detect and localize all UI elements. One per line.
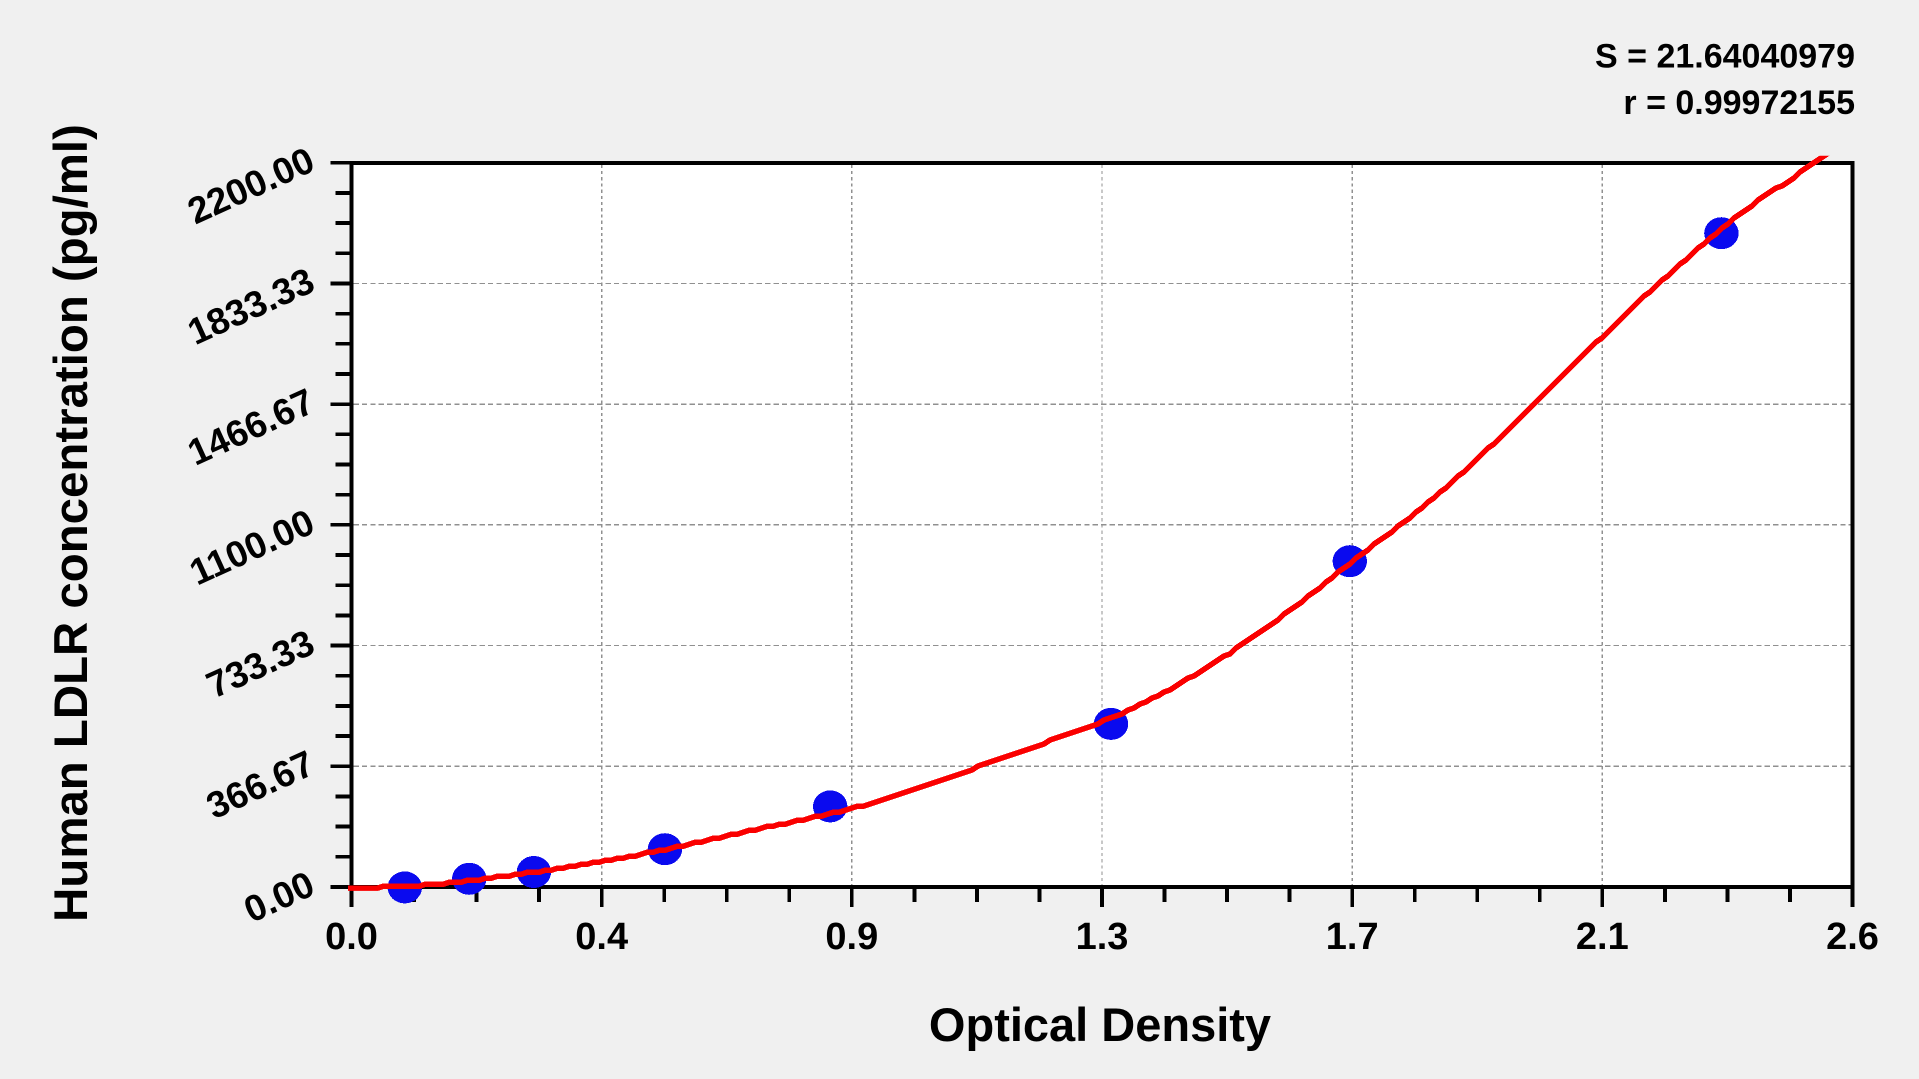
svg-text:2.1: 2.1 [1576, 916, 1629, 958]
svg-text:S = 21.64040979: S = 21.64040979 [1595, 38, 1855, 76]
svg-text:Optical Density: Optical Density [929, 998, 1271, 1051]
svg-text:0.0: 0.0 [325, 916, 378, 958]
svg-text:1.7: 1.7 [1326, 916, 1379, 958]
svg-text:1.3: 1.3 [1076, 916, 1129, 958]
svg-text:0.4: 0.4 [575, 916, 628, 958]
svg-text:2.6: 2.6 [1826, 916, 1879, 958]
svg-text:Human LDLR concentration (pg/m: Human LDLR concentration (pg/ml) [45, 124, 98, 922]
svg-text:r = 0.99972155: r = 0.99972155 [1623, 84, 1855, 122]
svg-text:0.9: 0.9 [825, 916, 878, 958]
